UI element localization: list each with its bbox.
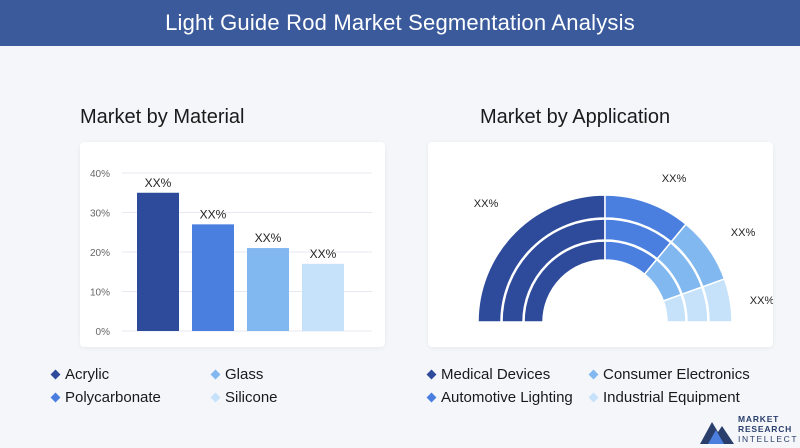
donut-data-label: XX% — [662, 173, 687, 185]
legend-label: Polycarbonate — [65, 389, 161, 406]
y-tick-label: 30% — [90, 209, 110, 220]
legend-marker-icon — [588, 392, 599, 403]
bar-glass — [192, 224, 234, 331]
donut-segment-industrial-equipment — [701, 278, 733, 323]
donut-data-label: XX% — [731, 227, 756, 239]
legend-item-consumer-electronics: Consumer Electronics — [588, 366, 750, 383]
legend-item-polycarbonate: Polycarbonate — [50, 389, 161, 406]
logo-text-research: RESEARCH — [738, 424, 793, 434]
legend-label: Automotive Lighting — [441, 389, 573, 406]
legend-item-glass: Glass — [210, 366, 264, 383]
logo-mountain-icon — [700, 422, 734, 444]
legend-marker-icon — [210, 369, 221, 380]
donut-segment-industrial-equipment — [662, 293, 687, 323]
legend-marker-icon — [426, 369, 437, 380]
donut-data-label: XX% — [750, 295, 773, 307]
donut-segment-industrial-equipment — [681, 286, 709, 323]
application-donut-chart: XX% XX% XX% XX% — [474, 173, 774, 323]
y-tick-label: 20% — [90, 248, 110, 259]
legend-item-acrylic: Acrylic — [50, 366, 110, 383]
legend-marker-icon — [50, 392, 61, 403]
application-donut-chart-panel: XX% XX% XX% XX% — [428, 142, 774, 347]
bar-data-label: XX% — [200, 207, 227, 221]
bar-data-label: XX% — [145, 176, 172, 190]
header-banner: Light Guide Rod Market Segmentation Anal… — [0, 0, 800, 46]
legend-marker-icon — [210, 392, 221, 403]
legend-label: Medical Devices — [441, 366, 551, 383]
bar-polycarbonate — [247, 248, 289, 331]
bar-data-label: XX% — [255, 231, 282, 245]
legend-label: Industrial Equipment — [603, 389, 740, 406]
legend-item-automotive-lighting: Automotive Lighting — [426, 389, 573, 406]
application-section-title: Market by Application — [480, 106, 671, 128]
legend-marker-icon — [426, 392, 437, 403]
material-section-title: Market by Material — [80, 106, 245, 128]
legend-marker-icon — [588, 369, 599, 380]
legend-label: Acrylic — [65, 366, 110, 383]
donut-data-label: XX% — [474, 198, 499, 210]
legend-item-industrial-equipment: Industrial Equipment — [588, 389, 740, 406]
legend-label: Consumer Electronics — [603, 366, 750, 383]
logo-text-market: MARKET — [738, 414, 780, 424]
y-tick-label: 0% — [96, 327, 111, 338]
material-bar-chart: 0% 10% 20% 30% 40% XX% XX% XX% XX% — [90, 169, 372, 338]
legend-label: Silicone — [225, 389, 278, 406]
bar-silicone — [302, 263, 344, 331]
y-tick-label: 10% — [90, 288, 110, 299]
legend-item-silicone: Silicone — [210, 389, 278, 406]
legend-label: Glass — [225, 366, 264, 383]
logo-text-intellect: INTELLECT — [738, 434, 799, 444]
material-bar-chart-panel: 0% 10% 20% 30% 40% XX% XX% XX% XX% — [80, 142, 385, 347]
brand-logo: MARKET RESEARCH INTELLECT — [700, 412, 799, 446]
bar-acrylic — [137, 192, 179, 331]
bar-data-label: XX% — [310, 247, 337, 261]
y-tick-label: 40% — [90, 169, 110, 180]
legend-item-medical-devices: Medical Devices — [426, 366, 551, 383]
legend-marker-icon — [50, 369, 61, 380]
page-title: Light Guide Rod Market Segmentation Anal… — [165, 10, 635, 35]
